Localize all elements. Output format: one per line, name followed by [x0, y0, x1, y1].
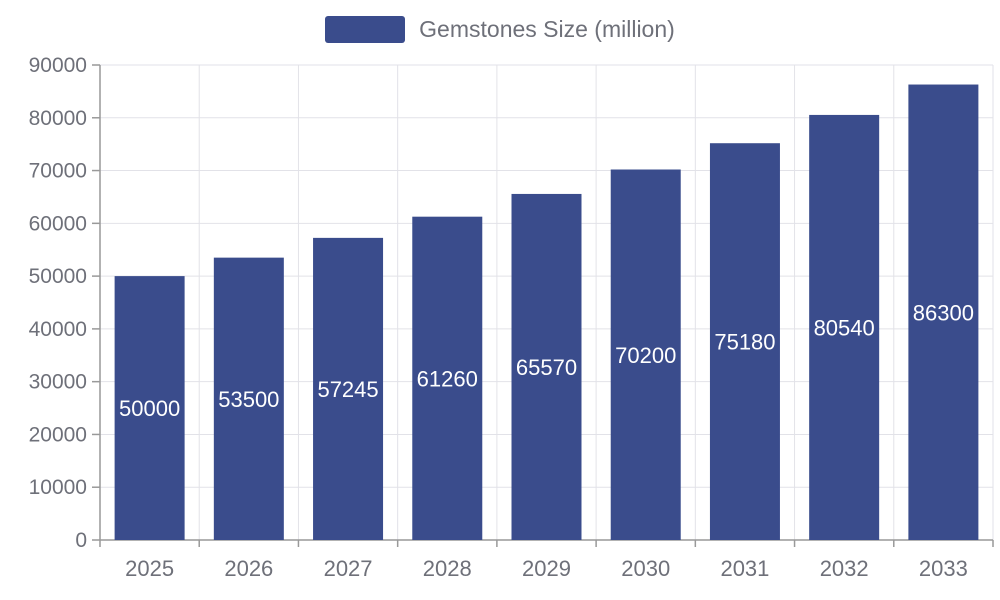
bar-2033[interactable]: [908, 84, 979, 541]
bar-2025[interactable]: [114, 276, 185, 540]
bar-value-label-2030: 70200: [615, 343, 676, 368]
x-axis-label-2028: 2028: [423, 556, 472, 581]
bar-2027[interactable]: [313, 237, 384, 541]
bar-value-label-2032: 80540: [814, 315, 875, 340]
y-tick-label-90000: 90000: [29, 54, 87, 77]
y-tick-label-50000: 50000: [29, 265, 87, 288]
x-axis-label-2029: 2029: [522, 556, 571, 581]
x-axis-label-2027: 2027: [324, 556, 373, 581]
legend-swatch: [325, 16, 406, 43]
x-axis-label-2033: 2033: [919, 556, 968, 581]
x-axis-label-2025: 2025: [125, 556, 174, 581]
bar-2032[interactable]: [809, 114, 880, 540]
y-tick-label-20000: 20000: [29, 423, 87, 446]
bar-2029[interactable]: [511, 193, 582, 541]
y-tick-label-0: 0: [75, 529, 87, 552]
bar-value-label-2029: 65570: [516, 355, 577, 380]
bar-value-label-2025: 50000: [119, 396, 180, 421]
x-axis-label-2026: 2026: [224, 556, 273, 581]
y-tick-label-70000: 70000: [29, 160, 87, 183]
bar-value-label-2027: 57245: [317, 377, 378, 402]
x-axis-label-2032: 2032: [820, 556, 869, 581]
legend-label: Gemstones Size (million): [419, 16, 675, 42]
y-tick-label-80000: 80000: [29, 107, 87, 130]
bar-value-label-2033: 86300: [913, 300, 974, 325]
bar-2031[interactable]: [709, 143, 780, 540]
x-axis-label-2031: 2031: [720, 556, 769, 581]
y-tick-label-30000: 30000: [29, 371, 87, 394]
bar-value-label-2026: 53500: [218, 387, 279, 412]
y-tick-label-40000: 40000: [29, 318, 87, 341]
bar-value-label-2031: 75180: [714, 330, 775, 355]
bar-value-label-2028: 61260: [417, 366, 478, 391]
bar-2028[interactable]: [412, 216, 483, 540]
bar-2030[interactable]: [610, 169, 681, 541]
x-axis-label-2030: 2030: [621, 556, 670, 581]
y-tick-label-60000: 60000: [29, 212, 87, 235]
y-tick-label-10000: 10000: [29, 476, 87, 499]
legend-item[interactable]: Gemstones Size (million): [0, 16, 1000, 43]
bar-2026[interactable]: [213, 257, 284, 540]
